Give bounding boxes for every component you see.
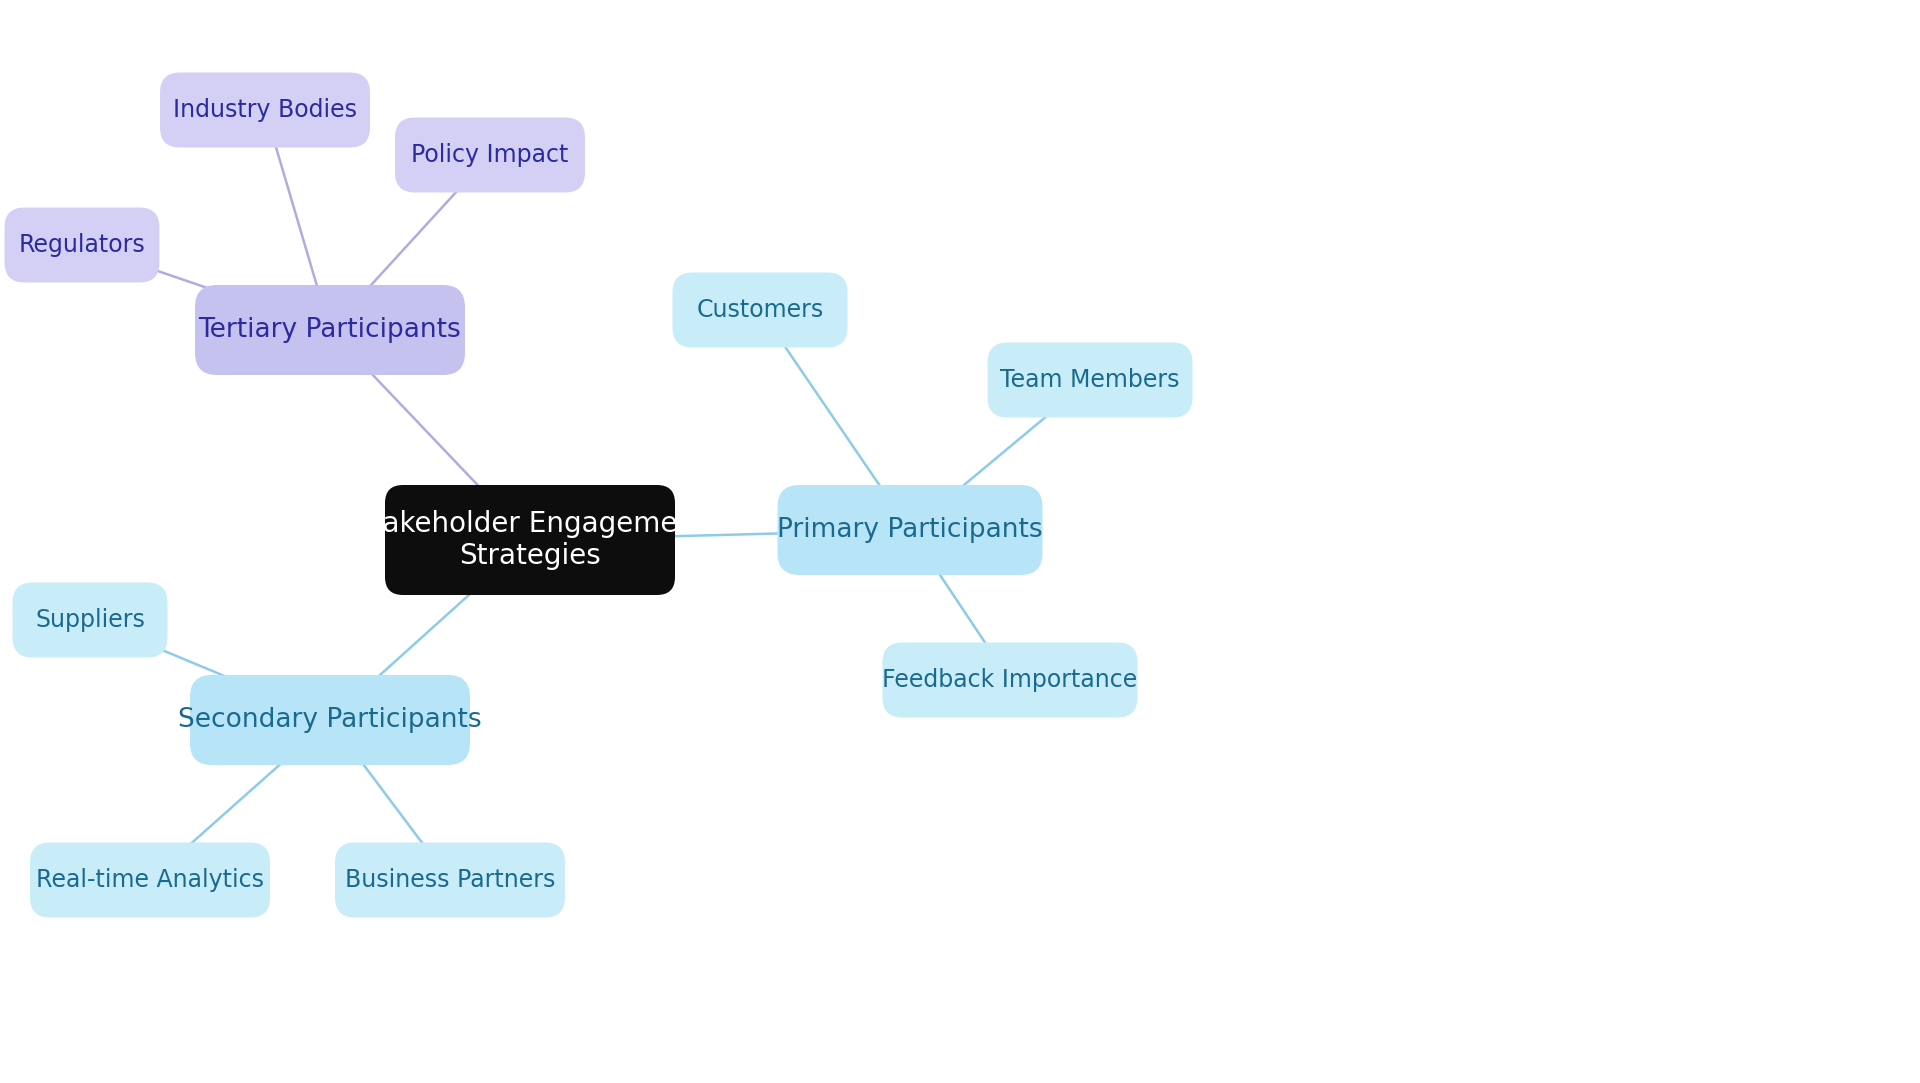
FancyBboxPatch shape (196, 285, 465, 375)
Text: Suppliers: Suppliers (35, 608, 144, 632)
Text: Secondary Participants: Secondary Participants (179, 707, 482, 733)
FancyBboxPatch shape (190, 675, 470, 765)
FancyBboxPatch shape (778, 485, 1043, 575)
FancyBboxPatch shape (4, 208, 159, 283)
Text: Tertiary Participants: Tertiary Participants (198, 317, 461, 343)
Text: Real-time Analytics: Real-time Analytics (36, 867, 265, 892)
FancyBboxPatch shape (396, 117, 586, 193)
Text: Stakeholder Engagement
Strategies: Stakeholder Engagement Strategies (353, 510, 707, 571)
FancyBboxPatch shape (159, 73, 371, 147)
Text: Team Members: Team Members (1000, 368, 1179, 392)
FancyBboxPatch shape (883, 642, 1137, 718)
FancyBboxPatch shape (13, 583, 167, 657)
Text: Policy Impact: Policy Impact (411, 143, 568, 167)
Text: Primary Participants: Primary Participants (778, 517, 1043, 543)
FancyBboxPatch shape (987, 342, 1192, 418)
Text: Industry Bodies: Industry Bodies (173, 97, 357, 122)
FancyBboxPatch shape (31, 843, 271, 917)
FancyBboxPatch shape (386, 485, 676, 595)
FancyBboxPatch shape (672, 273, 847, 348)
FancyBboxPatch shape (334, 843, 564, 917)
Text: Customers: Customers (697, 298, 824, 322)
Text: Business Partners: Business Partners (346, 867, 555, 892)
Text: Regulators: Regulators (19, 233, 146, 257)
Text: Feedback Importance: Feedback Importance (883, 668, 1139, 692)
